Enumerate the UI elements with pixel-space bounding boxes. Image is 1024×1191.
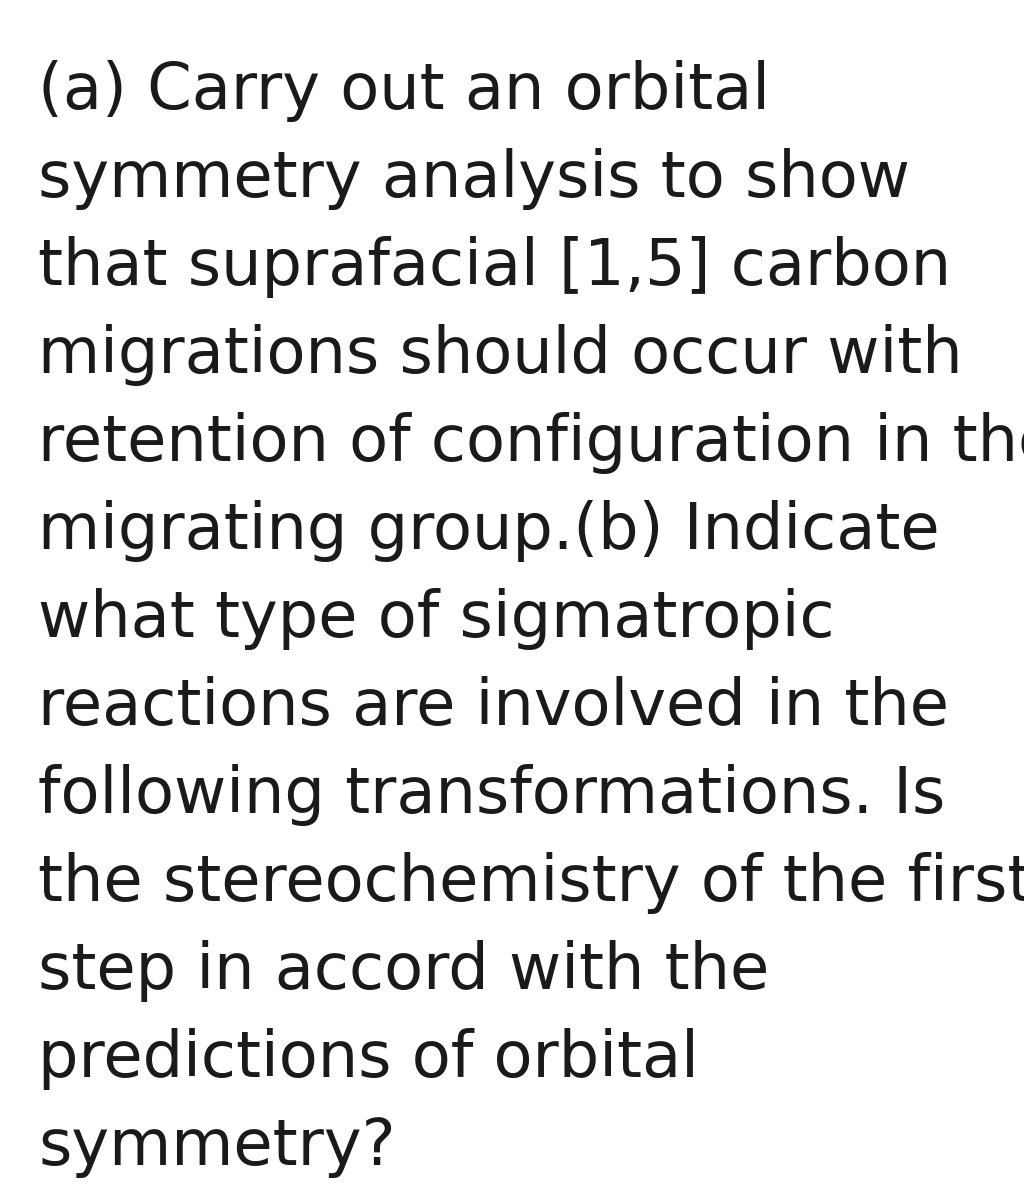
Text: that suprafacial [1,5] carbon: that suprafacial [1,5] carbon [38,236,951,298]
Text: symmetry?: symmetry? [38,1116,395,1178]
Text: what type of sigmatropic: what type of sigmatropic [38,588,835,650]
Text: migrating group.(b) Indicate: migrating group.(b) Indicate [38,500,940,562]
Text: migrations should occur with: migrations should occur with [38,324,963,386]
Text: step in accord with the: step in accord with the [38,940,769,1002]
Text: following transformations. Is: following transformations. Is [38,763,945,827]
Text: the stereochemistry of the first: the stereochemistry of the first [38,852,1024,913]
Text: predictions of orbital: predictions of orbital [38,1028,698,1090]
Text: symmetry analysis to show: symmetry analysis to show [38,148,910,210]
Text: retention of configuration in the: retention of configuration in the [38,412,1024,474]
Text: (a) Carry out an orbital: (a) Carry out an orbital [38,60,770,121]
Text: reactions are involved in the: reactions are involved in the [38,676,949,738]
